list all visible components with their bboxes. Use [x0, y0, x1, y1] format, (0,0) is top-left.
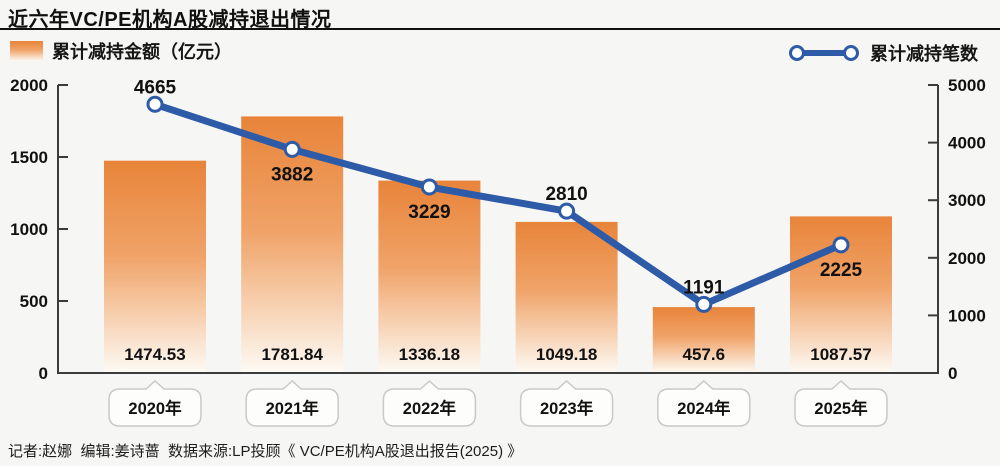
line-point-2021年 — [283, 140, 301, 158]
line-point-2023年 — [558, 202, 576, 220]
bar-2022年 — [378, 180, 481, 373]
bar-value-label: 1087.57 — [810, 345, 871, 364]
line-point-2020年 — [146, 95, 164, 113]
line-value-label: 3882 — [271, 164, 313, 185]
year-bubble-2021年 — [245, 379, 339, 427]
year-bubble-2023年 — [519, 379, 614, 427]
bar-2024年 — [652, 307, 755, 373]
right-axis-tick-label: 2000 — [948, 249, 986, 268]
right-axis-tick-label: 5000 — [948, 76, 986, 95]
line-legend-label: 累计减持笔数 — [870, 44, 978, 64]
x-axis-year-label: 2024年 — [677, 398, 731, 418]
bar-value-label: 457.6 — [683, 345, 726, 364]
right-axis-tick-label: 4000 — [948, 134, 986, 153]
line-value-label: 2225 — [820, 260, 863, 281]
x-axis-year-label: 2020年 — [128, 398, 182, 418]
line-value-label: 1191 — [683, 277, 725, 298]
bar-2020年 — [104, 160, 206, 373]
line-series — [153, 100, 843, 308]
right-axis-tick-label: 3000 — [948, 191, 986, 210]
line-point-2024年 — [695, 295, 713, 313]
bar-legend-swatch-icon — [10, 41, 43, 61]
bar-2023年 — [515, 221, 618, 373]
page-title: 近六年VC/PE机构A股减持退出情况 — [8, 9, 332, 31]
title-divider — [0, 28, 1000, 30]
line-legend-icon — [789, 45, 859, 61]
line-point-2022年 — [420, 178, 438, 196]
legend-bar-series: 累计减持金额（亿元） — [10, 38, 232, 64]
year-bubble-2022年 — [382, 379, 477, 427]
legend-line-series: 累计减持笔数 — [788, 40, 978, 66]
line-value-label: 4665 — [134, 77, 177, 98]
bar-value-label: 1781.84 — [261, 345, 323, 364]
right-axis-tick-label: 0 — [948, 364, 957, 383]
line-point-2025年 — [832, 236, 850, 254]
year-bubble-2025年 — [794, 379, 888, 427]
chart-credits: 记者:赵娜 编辑:姜诗蔷 数据来源:LP投顾《 VC/PE机构A股退出报告(20… — [8, 443, 523, 460]
x-axis-year-label: 2025年 — [814, 398, 868, 418]
bar-legend-label: 累计减持金额（亿元） — [52, 42, 232, 62]
line-value-label: 2810 — [545, 184, 587, 205]
right-axis-tick-label: 1000 — [948, 306, 986, 325]
x-axis-year-label: 2023年 — [540, 398, 594, 418]
left-axis-tick-label: 500 — [20, 292, 48, 311]
bar-value-label: 1049.18 — [536, 345, 597, 364]
left-axis-tick-label: 2000 — [10, 76, 48, 95]
x-axis-year-label: 2021年 — [266, 398, 320, 418]
left-axis-tick-label: 1000 — [10, 220, 48, 239]
year-bubble-2024年 — [657, 379, 751, 427]
left-axis-tick-label: 0 — [39, 364, 48, 383]
left-axis-tick-label: 1500 — [10, 148, 48, 167]
bar-value-label: 1474.53 — [124, 345, 185, 364]
year-bubble-2020年 — [108, 379, 202, 427]
line-value-label: 3229 — [408, 202, 450, 223]
bar-value-label: 1336.18 — [399, 345, 460, 364]
x-axis-year-label: 2022年 — [403, 398, 457, 418]
